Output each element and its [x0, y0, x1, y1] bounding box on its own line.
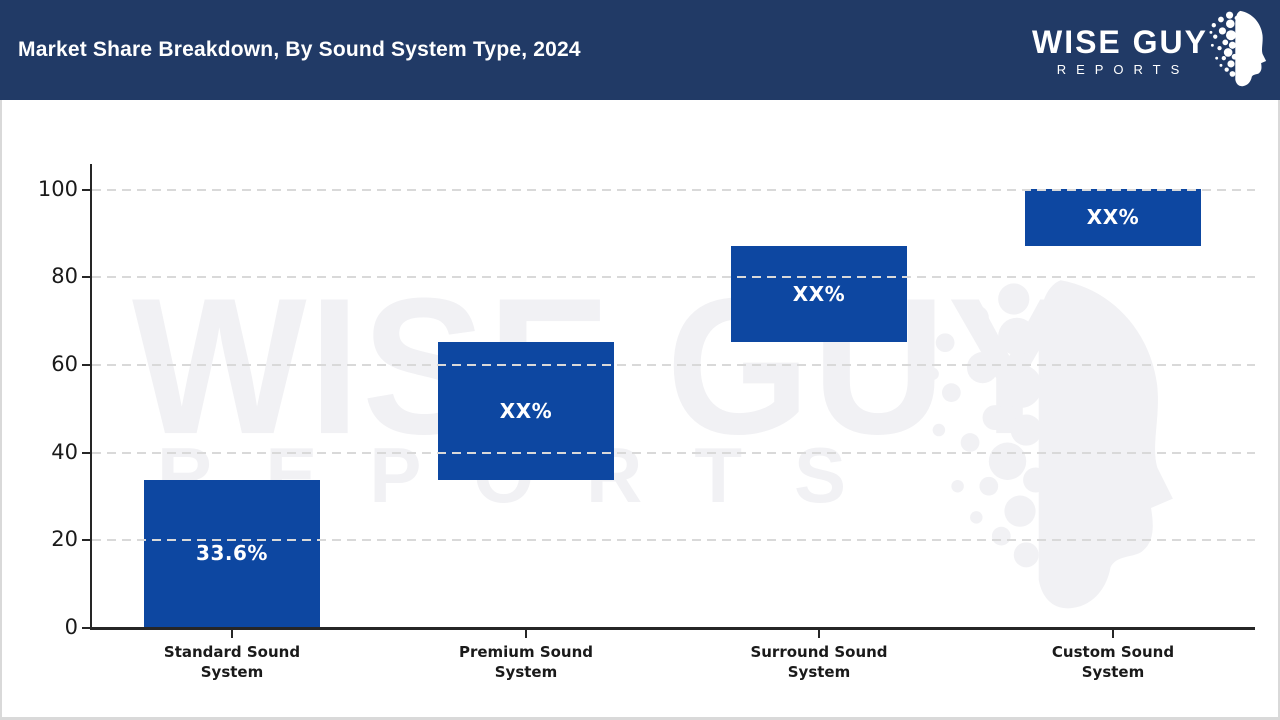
x-category-label: Surround Sound System — [699, 642, 939, 682]
gridline — [92, 363, 1255, 366]
y-tick-mark — [82, 276, 90, 279]
gridline — [92, 188, 1255, 191]
watermark-head-icon — [864, 220, 1176, 690]
chart-card: WISE GUY REPORTS 02040608010033.6%Standa… — [0, 100, 1280, 720]
header-bar: Market Share Breakdown, By Sound System … — [0, 0, 1280, 100]
x-category-label-line: Premium Sound — [458, 643, 594, 661]
x-category-label-line: Surround Sound — [750, 643, 888, 661]
y-tick-label: 0 — [64, 615, 78, 639]
gridline — [92, 451, 1255, 454]
logo-subtitle: REPORTS — [1056, 62, 1190, 77]
x-tick-mark — [525, 630, 527, 638]
x-tick-mark — [818, 630, 820, 638]
y-tick-label: 60 — [51, 351, 78, 376]
wiseguy-logo-text: WISE GUY REPORTS — [1032, 25, 1208, 77]
y-tick-label: 40 — [51, 439, 78, 464]
waterfall-bar-segment: XX% — [438, 341, 614, 480]
y-tick-mark — [82, 627, 90, 629]
x-category-label-line: Custom Sound — [1051, 643, 1175, 661]
wiseguy-logo: WISE GUY REPORTS — [1032, 6, 1268, 96]
x-axis-line — [90, 627, 1255, 630]
gridline — [92, 276, 1255, 279]
chart-title: Market Share Breakdown, By Sound System … — [18, 38, 581, 61]
bar-value-label: XX% — [1086, 205, 1140, 229]
x-category-label-line: System — [200, 663, 264, 681]
bar-value-label: XX% — [792, 281, 846, 306]
y-tick-mark — [82, 539, 90, 542]
x-category-label-line: System — [494, 663, 558, 681]
bar-value-label: XX% — [499, 398, 553, 423]
y-tick-label: 80 — [51, 264, 78, 289]
waterfall-bar-segment: 33.6% — [144, 479, 320, 627]
y-tick-label: 100 — [37, 176, 78, 201]
x-category-label-line: Standard Sound — [163, 643, 301, 661]
y-tick-label: 20 — [51, 527, 78, 552]
logo-wordmark: WISE GUY — [1031, 24, 1208, 60]
bar-value-label: 33.6% — [196, 541, 268, 566]
x-category-label: Custom Sound System — [993, 642, 1233, 682]
x-tick-mark — [1112, 630, 1114, 638]
waterfall-bar-segment: XX% — [731, 245, 907, 342]
wiseguy-head-icon — [1194, 8, 1268, 94]
y-tick-mark — [82, 451, 90, 454]
x-tick-mark — [231, 630, 233, 638]
waterfall-bar-segment: XX% — [1025, 188, 1201, 246]
y-tick-mark — [82, 188, 90, 191]
y-tick-mark — [82, 363, 90, 366]
y-axis-line — [90, 164, 92, 629]
x-category-label: Standard Sound System — [112, 642, 352, 682]
x-category-label-line: System — [787, 663, 851, 681]
x-category-label: Premium Sound System — [406, 642, 646, 682]
gridline — [92, 539, 1255, 542]
x-category-label-line: System — [1081, 663, 1145, 681]
